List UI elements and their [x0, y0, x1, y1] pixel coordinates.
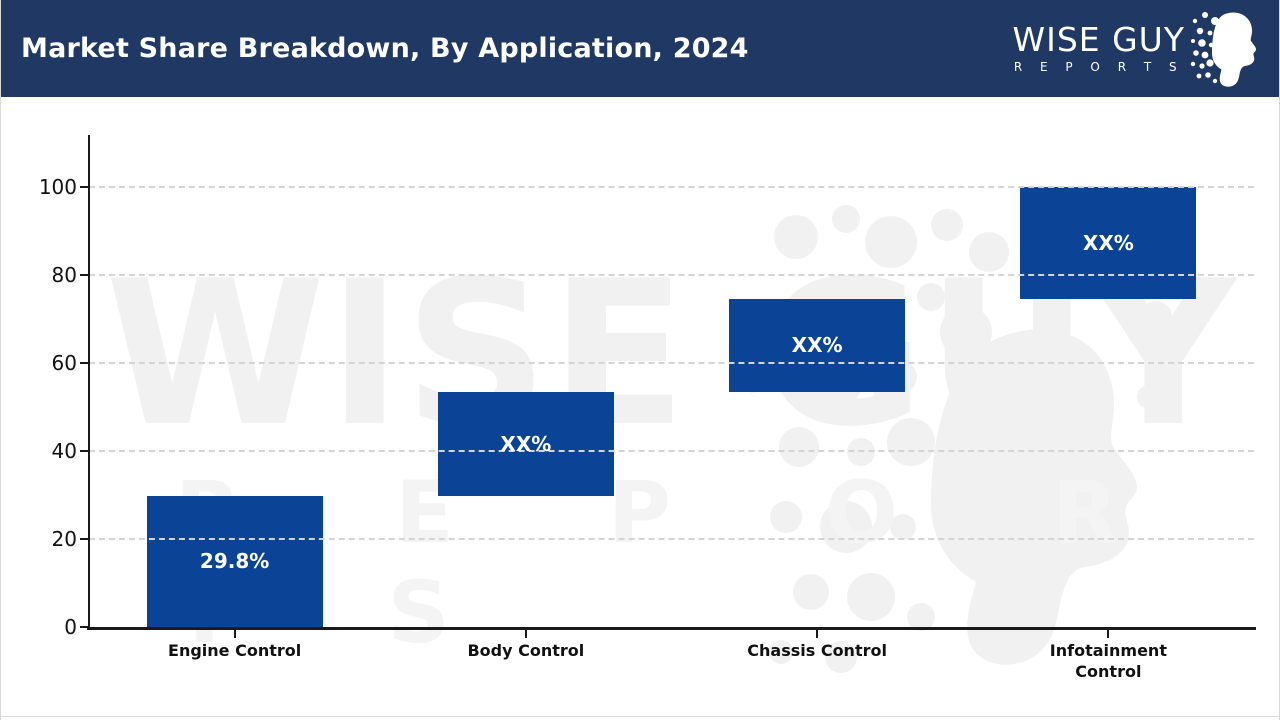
y-tick-mark: [80, 186, 88, 188]
y-tick-mark: [80, 450, 88, 452]
x-tick-mark: [816, 630, 819, 638]
y-tick-label: 0: [64, 615, 77, 639]
y-tick-label: 60: [51, 351, 77, 375]
logo-wordmark: WISE GUY: [1012, 20, 1185, 60]
gridline: [89, 186, 1254, 188]
y-tick-mark: [80, 274, 88, 276]
x-axis-line: [87, 627, 1256, 630]
y-tick-label: 80: [51, 263, 77, 287]
logo-subtitle: R E P O R T S: [1013, 59, 1184, 74]
y-tick-mark: [80, 538, 88, 540]
bar-value-label: XX%: [1082, 231, 1134, 256]
gridline: [89, 362, 1254, 364]
x-category-label: Chassis Control: [747, 641, 887, 660]
brand-logo: WISE GUY R E P O R T S: [1012, 7, 1265, 91]
gridline: [89, 450, 1254, 452]
x-category-label: Body Control: [467, 641, 585, 660]
y-tick-mark: [80, 362, 88, 364]
header: Market Share Breakdown, By Application, …: [1, 0, 1279, 97]
y-axis-line: [88, 135, 90, 629]
watermark-line2: R E P O R T S: [175, 463, 1181, 663]
bar-value-label: 29.8%: [199, 549, 270, 574]
bar-value-label: XX%: [500, 431, 552, 456]
y-tick-label: 40: [51, 439, 77, 463]
x-category-label: Infotainment Control: [1049, 641, 1167, 681]
y-tick-label: 100: [38, 175, 77, 199]
chart-area: WISE GUY R E P O R T S 0 20 40 60 80 100 29.8…: [1, 97, 1279, 716]
gridline: [89, 538, 1254, 540]
bar-segment: [146, 495, 323, 627]
page-title: Market Share Breakdown, By Application, …: [21, 33, 749, 64]
x-category-label: Engine Control: [168, 641, 302, 660]
bar-segment: [437, 391, 614, 496]
y-tick-mark: [80, 626, 88, 628]
x-tick-mark: [1107, 630, 1110, 638]
x-tick-mark: [233, 630, 236, 638]
logo-text: WISE GUY R E P O R T S: [1012, 23, 1185, 74]
logo-face-icon: [1190, 11, 1256, 87]
x-tick-mark: [524, 630, 527, 638]
bar-value-label: XX%: [791, 333, 843, 358]
y-tick-label: 20: [51, 527, 77, 551]
gridline: [89, 274, 1254, 276]
bottom-border: [1, 716, 1279, 717]
bar-segment: [1020, 187, 1197, 300]
